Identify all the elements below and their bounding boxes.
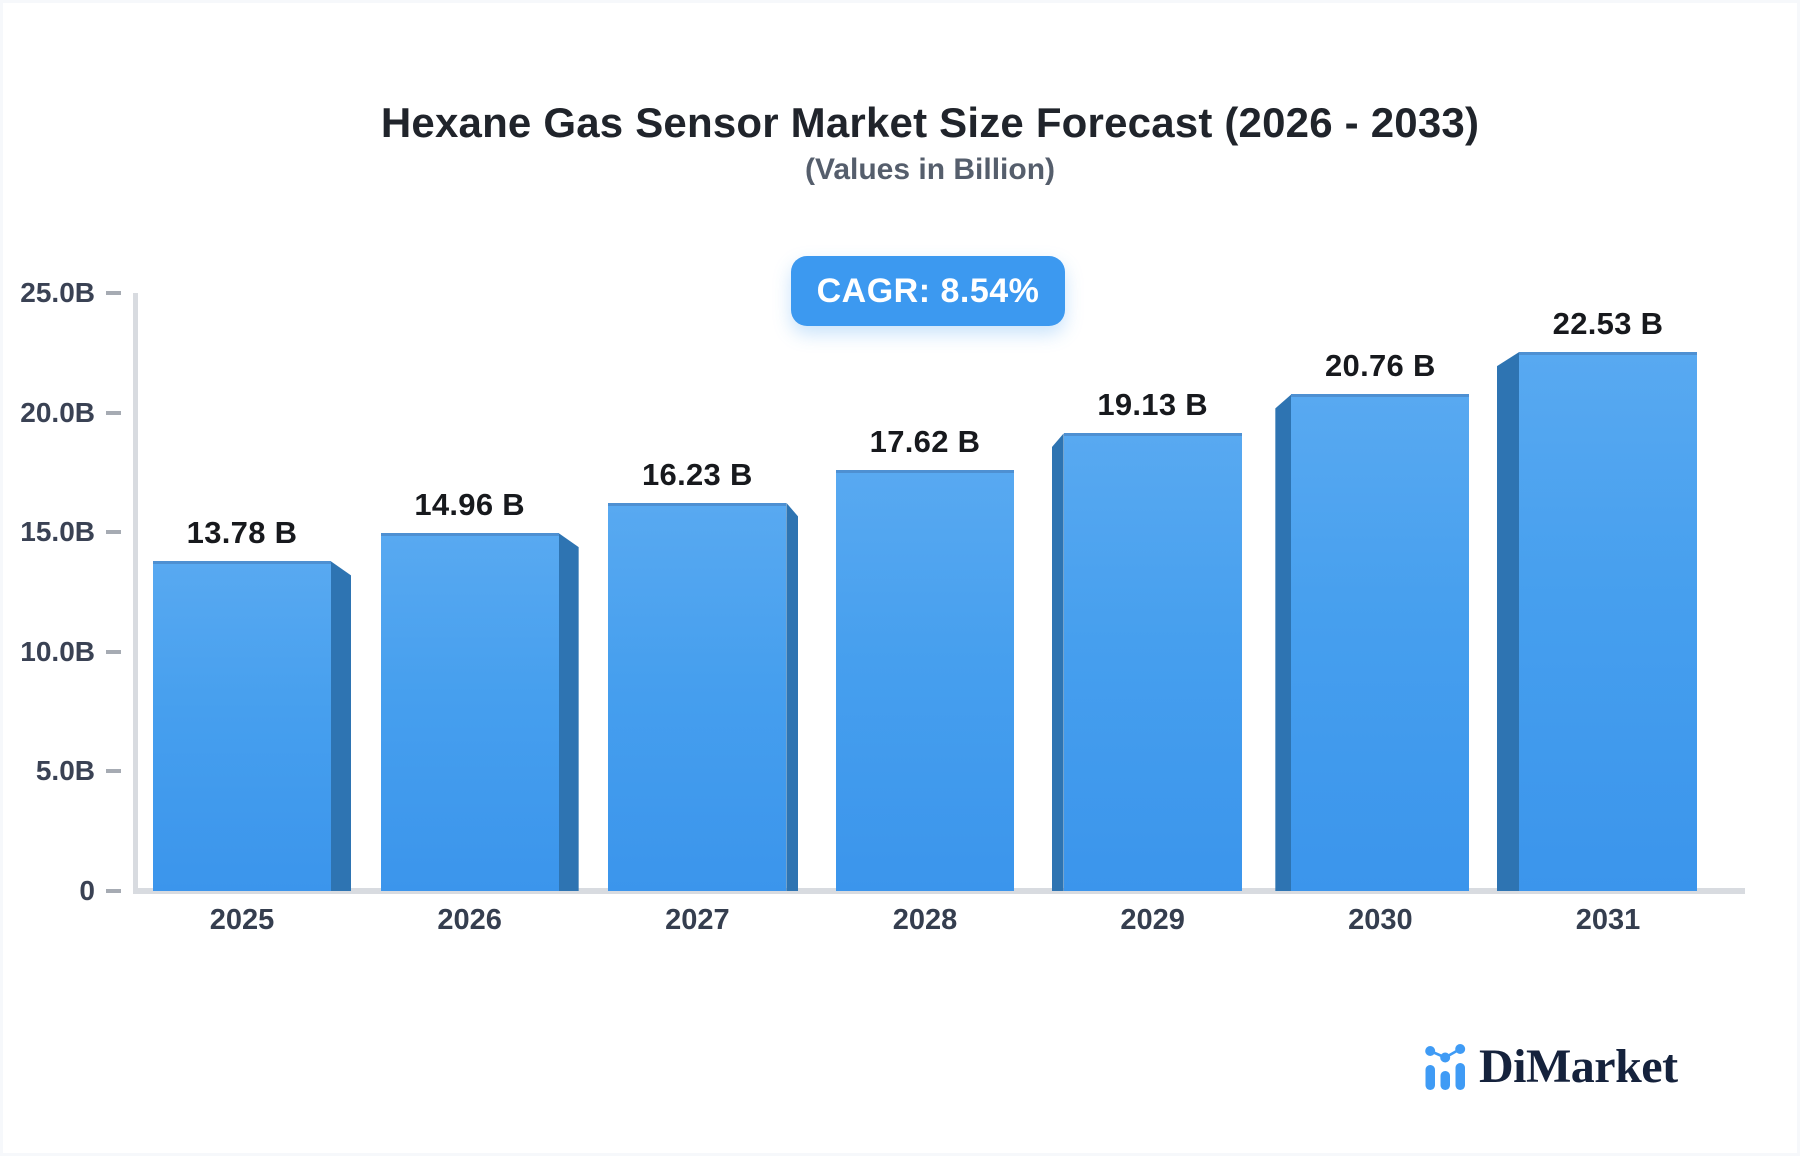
y-axis-tick-label: 20.0B bbox=[20, 396, 95, 428]
mini-bar-chart-logo-icon bbox=[1425, 1044, 1466, 1091]
chart-subtitle: (Values in Billion) bbox=[804, 153, 1056, 186]
brand-logo: DiMarket bbox=[1425, 1040, 1678, 1094]
y-axis-tick-mark bbox=[106, 410, 121, 415]
y-axis-tick-label: 25.0B bbox=[20, 277, 95, 308]
bar-side-face bbox=[558, 533, 579, 891]
bar bbox=[1063, 433, 1242, 891]
bar bbox=[836, 469, 1014, 891]
bar-side-face bbox=[1497, 352, 1519, 891]
y-axis-tick-label: 0 bbox=[79, 875, 95, 906]
bar bbox=[608, 502, 787, 891]
y-axis-tick-mark bbox=[106, 769, 121, 774]
x-axis-tick-label: 2030 bbox=[1348, 904, 1413, 936]
x-axis-baseline bbox=[133, 888, 1745, 894]
cagr-badge-label: CAGR: 8.54% bbox=[816, 271, 1040, 310]
x-axis-tick-label: 2031 bbox=[1575, 904, 1641, 936]
bar-value-label: 16.23 B bbox=[641, 456, 753, 492]
y-axis-tick-label: 15.0B bbox=[20, 516, 95, 548]
bar-value-label: 17.62 B bbox=[869, 423, 981, 459]
y-axis-tick-label: 5.0B bbox=[35, 755, 95, 787]
y-axis-tick-mark bbox=[106, 291, 121, 295]
y-axis-tick-mark bbox=[106, 649, 121, 654]
bar-value-label: 22.53 B bbox=[1552, 306, 1664, 342]
bar-value-label: 14.96 B bbox=[414, 487, 525, 523]
y-axis-tick-label: 10.0B bbox=[20, 635, 95, 667]
x-axis-tick-label: 2026 bbox=[437, 904, 502, 936]
bar-value-label: 20.76 B bbox=[1324, 348, 1436, 384]
bar-value-label: 13.78 B bbox=[186, 515, 298, 551]
bar-value-label: 19.13 B bbox=[1097, 387, 1208, 423]
brand-name: DiMarket bbox=[1479, 1040, 1678, 1093]
cagr-badge: CAGR: 8.54% bbox=[791, 256, 1065, 326]
bar-side-face bbox=[1051, 433, 1064, 891]
bar bbox=[153, 561, 331, 891]
y-axis-line bbox=[133, 293, 138, 894]
x-axis-tick-label: 2027 bbox=[665, 904, 730, 936]
bar bbox=[380, 533, 559, 891]
y-axis-tick-mark bbox=[106, 889, 121, 893]
y-axis-tick-mark bbox=[106, 530, 121, 535]
bar bbox=[1519, 352, 1697, 891]
x-axis-tick-label: 2029 bbox=[1120, 904, 1185, 936]
bar-side-face bbox=[331, 561, 351, 891]
bar-side-face bbox=[786, 502, 799, 891]
bar-side-face bbox=[1275, 394, 1292, 891]
chart-title: Hexane Gas Sensor Market Size Forecast (… bbox=[380, 99, 1480, 146]
bar bbox=[1291, 394, 1470, 891]
x-axis-tick-label: 2025 bbox=[209, 904, 275, 936]
x-axis-tick-label: 2028 bbox=[892, 904, 958, 936]
